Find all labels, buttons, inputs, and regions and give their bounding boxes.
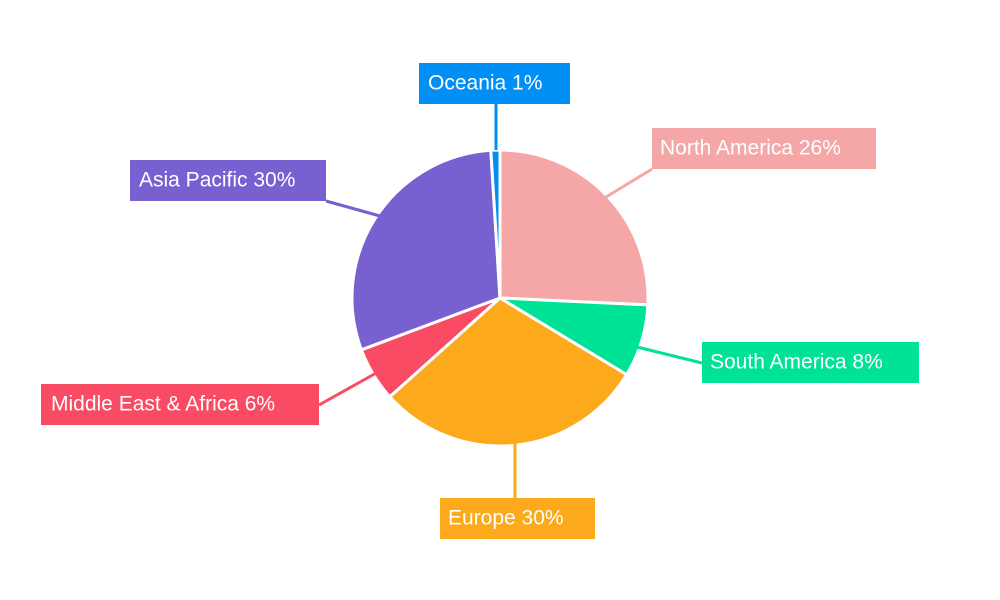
slice-label-box-asia-pacific bbox=[130, 160, 326, 201]
slice-label-box-north-america bbox=[652, 128, 876, 169]
slice-label-box-south-america bbox=[702, 342, 919, 383]
slice-label-text-north-america: North America 26% bbox=[660, 137, 841, 160]
pie-slices-group bbox=[350, 148, 650, 448]
slice-labels-group: North America 26% South America 8% Europe … bbox=[41, 63, 919, 539]
slice-label-box-europe bbox=[440, 498, 595, 539]
slice-label-text-asia-pacific: Asia Pacific 30% bbox=[139, 169, 295, 192]
slice-label-text-middle-east-africa: Middle East & Africa 6% bbox=[51, 393, 275, 416]
leader-line-middle-east-africa bbox=[318, 370, 379, 407]
leader-line-asia-pacific bbox=[325, 199, 381, 218]
slice-label-box-middle-east-africa bbox=[41, 384, 319, 425]
pie-slice-asia-pacific[interactable] bbox=[350, 148, 502, 352]
pie-slice-oceania[interactable] bbox=[489, 148, 502, 300]
slice-label-box-oceania bbox=[419, 63, 570, 104]
slice-label-oceania[interactable]: Oceania 1% bbox=[419, 63, 570, 104]
leader-line-north-america bbox=[592, 167, 653, 207]
leader-lines-group bbox=[318, 104, 703, 498]
slice-label-text-oceania: Oceania 1% bbox=[428, 72, 542, 95]
slice-label-north-america[interactable]: North America 26% bbox=[652, 128, 876, 169]
slice-label-middle-east-africa[interactable]: Middle East & Africa 6% bbox=[41, 384, 319, 425]
slice-label-south-america[interactable]: South America 8% bbox=[702, 342, 919, 383]
slice-label-text-south-america: South America 8% bbox=[710, 351, 883, 374]
slice-label-asia-pacific[interactable]: Asia Pacific 30% bbox=[130, 160, 326, 201]
leader-line-south-america bbox=[636, 345, 703, 365]
slice-label-europe[interactable]: Europe 30% bbox=[440, 498, 595, 539]
slice-label-text-europe: Europe 30% bbox=[448, 507, 564, 530]
